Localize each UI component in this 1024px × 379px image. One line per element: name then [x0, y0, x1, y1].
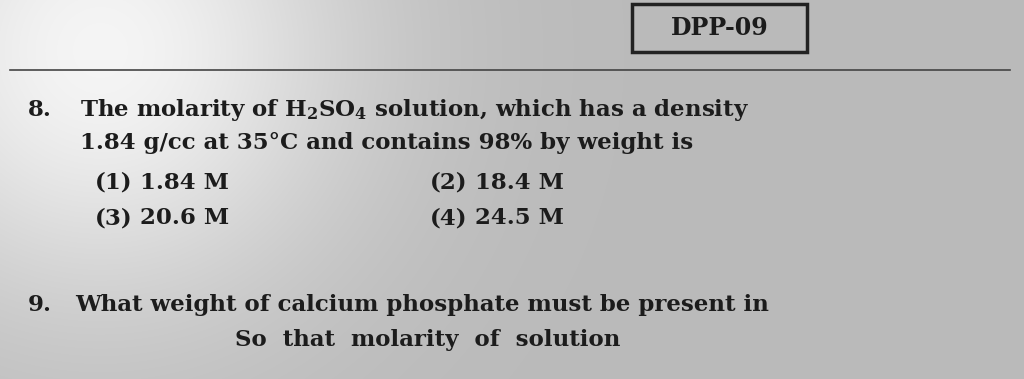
Text: 24.5 M: 24.5 M — [475, 207, 564, 229]
Text: 18.4 M: 18.4 M — [475, 172, 564, 194]
Bar — [632, 4, 807, 52]
Text: The molarity of $\mathregular{H_2SO_4}$ solution, which has a density: The molarity of $\mathregular{H_2SO_4}$ … — [80, 97, 749, 123]
Text: (4): (4) — [430, 207, 468, 229]
Text: What weight of calcium phosphate must be present in: What weight of calcium phosphate must be… — [75, 294, 769, 316]
Text: (2): (2) — [430, 172, 468, 194]
Text: 1.84 g/cc at 35°C and contains 98% by weight is: 1.84 g/cc at 35°C and contains 98% by we… — [80, 132, 693, 154]
Text: 20.6 M: 20.6 M — [140, 207, 229, 229]
Text: So  that  molarity  of  solution: So that molarity of solution — [75, 329, 621, 351]
Text: (1): (1) — [95, 172, 132, 194]
Text: DPP-09: DPP-09 — [671, 16, 768, 40]
Text: 9.: 9. — [28, 294, 52, 316]
Text: 8.: 8. — [28, 99, 52, 121]
Text: (3): (3) — [95, 207, 133, 229]
Text: 1.84 M: 1.84 M — [140, 172, 229, 194]
